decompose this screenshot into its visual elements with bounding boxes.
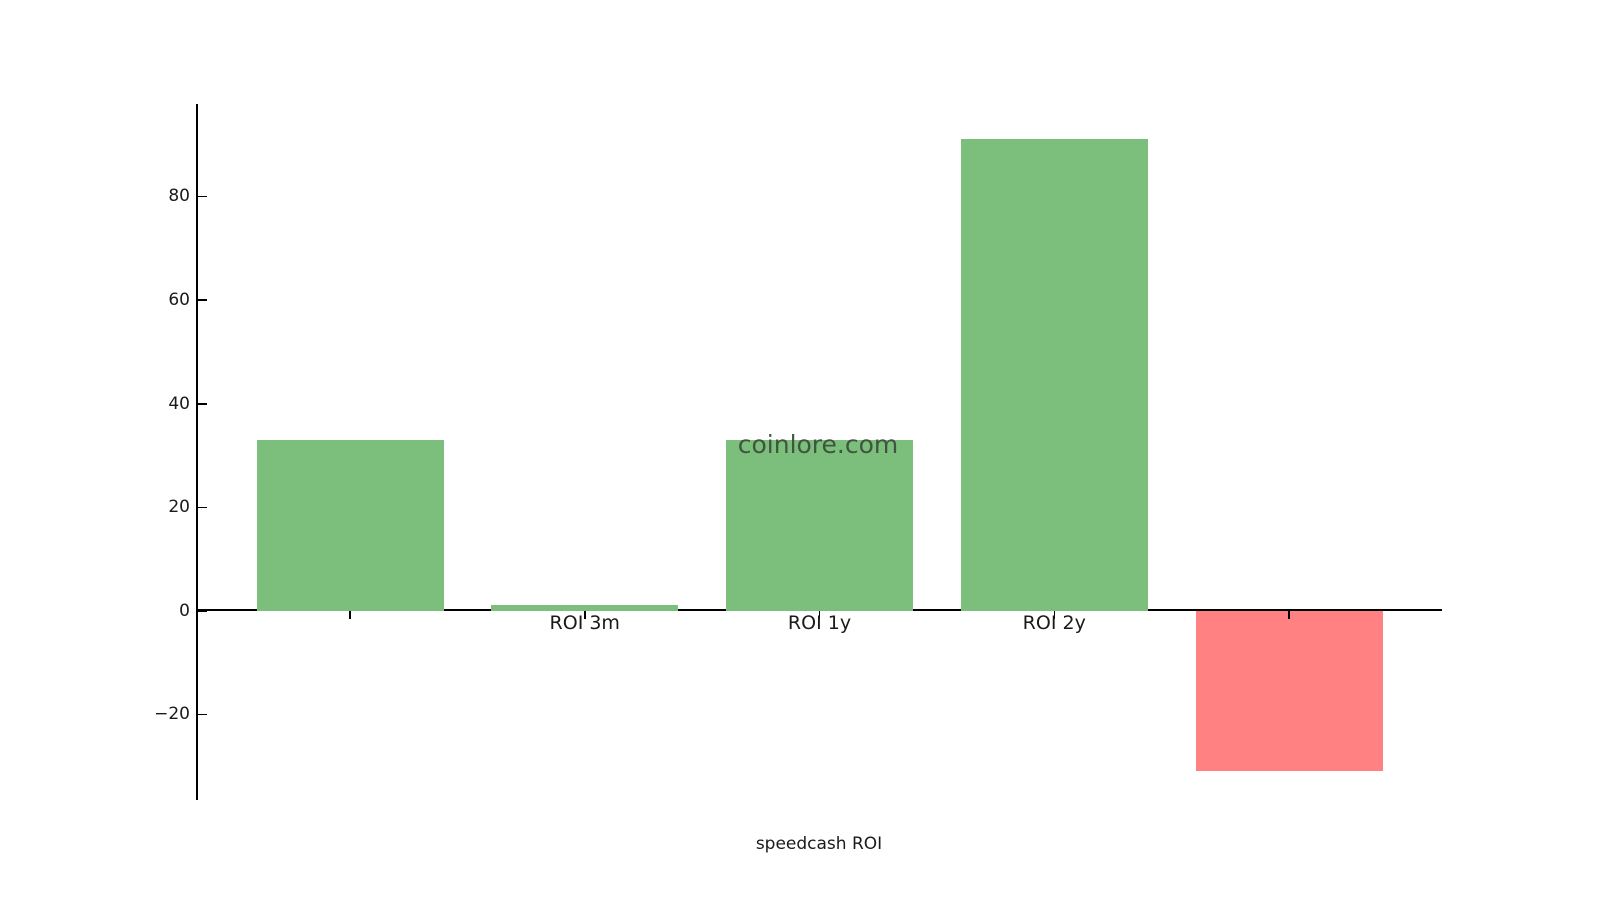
y-tick <box>197 403 207 405</box>
bar-category-5 <box>1195 610 1383 772</box>
x-tick <box>1288 610 1290 619</box>
watermark-text: coinlore.com <box>737 430 899 459</box>
y-axis-spine <box>196 104 198 800</box>
y-tick <box>197 195 207 198</box>
y-tick <box>197 299 207 301</box>
y-tick-label: 60 <box>168 289 190 310</box>
bar-roi-2y <box>960 139 1148 611</box>
y-tick-label: 20 <box>168 497 190 518</box>
y-tick <box>197 713 207 716</box>
x-tick-label: ROI 2y <box>1022 611 1086 634</box>
y-tick-label: 80 <box>168 186 190 207</box>
y-tick <box>197 506 207 509</box>
x-tick <box>818 610 821 619</box>
x-tick-label: ROI 3m <box>549 611 620 634</box>
bar-category-1 <box>256 439 444 611</box>
x-tick <box>584 610 586 619</box>
y-tick-label: 0 <box>179 600 190 621</box>
y-tick-label: 40 <box>168 393 190 414</box>
y-tick <box>197 610 207 612</box>
x-axis-title: speedcash ROI <box>755 834 883 854</box>
y-tick-label: −20 <box>154 704 190 725</box>
x-tick <box>349 610 351 619</box>
x-tick-label: ROI 1y <box>787 611 852 634</box>
bar-roi-1y <box>726 439 913 611</box>
bar-roi-3m <box>491 604 679 611</box>
x-tick <box>1053 610 1055 619</box>
